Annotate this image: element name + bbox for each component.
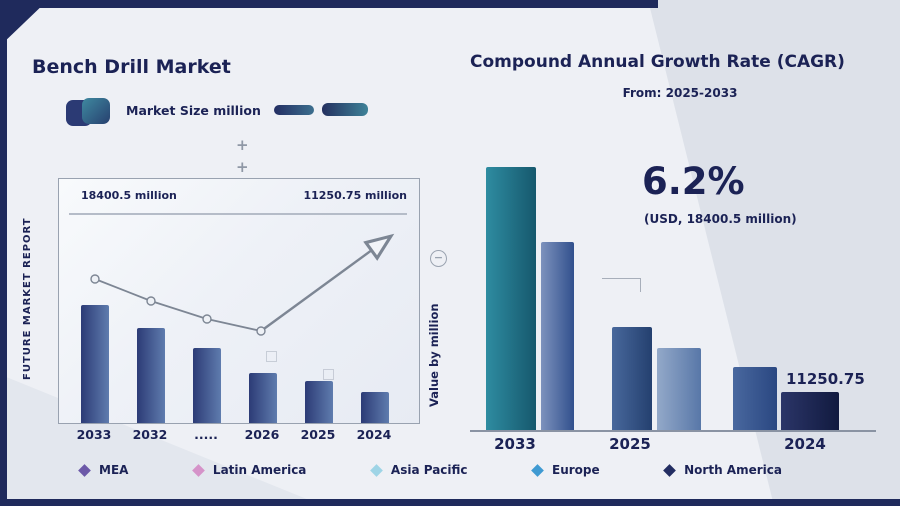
- x-axis-label: .....: [194, 427, 218, 442]
- cagr-bar: [657, 348, 701, 430]
- market-bar: [249, 373, 277, 423]
- side-watermark-label: FUTURE MARKET REPORT: [22, 217, 33, 381]
- value-2024-callout: 11250.75: [786, 370, 865, 388]
- y-axis-label: Value by million: [427, 303, 441, 407]
- cagr-x-labels: 2033 2025 2024: [470, 435, 880, 455]
- square-decor: [266, 351, 277, 362]
- legend-item: Latin America: [192, 463, 307, 477]
- panel-separator: [69, 213, 407, 215]
- page-title: Bench Drill Market: [32, 56, 231, 78]
- market-size-cylinder-icon: [66, 98, 116, 126]
- pill-decor-2: [322, 103, 368, 116]
- legend-label: Latin America: [212, 463, 307, 477]
- cagr-subtitle: From: 2025-2033: [622, 86, 738, 100]
- market-bars: [59, 179, 419, 423]
- x-axis-label: 2024: [356, 427, 392, 442]
- legend-diamond-icon: [192, 463, 205, 477]
- top-strip-decor: [30, 0, 658, 8]
- legend-diamond-icon: [531, 463, 544, 477]
- cagr-baseline: [470, 430, 876, 432]
- cagr-bar: [781, 392, 839, 430]
- cagr-x-label: 2033: [494, 435, 536, 453]
- plus-icon: +: [236, 158, 249, 176]
- pill-decor-1: [274, 105, 314, 115]
- market-bar: [305, 381, 333, 423]
- market-bar: [193, 348, 221, 423]
- cagr-bars: [470, 150, 880, 430]
- market-bar: [361, 392, 389, 423]
- legend-label: Europe: [552, 463, 600, 477]
- value-2024-label: 11250.75 million: [303, 189, 407, 202]
- legend-label: North America: [684, 463, 782, 477]
- legend-diamond-icon: [370, 463, 383, 477]
- x-axis-label: 2033: [76, 427, 112, 442]
- cagr-x-label: 2024: [784, 435, 826, 453]
- market-x-labels: 2033 2032..... 2026 2025 2024: [58, 427, 418, 445]
- plus-icon: +: [236, 136, 249, 154]
- cagr-bar: [541, 242, 574, 430]
- market-chart-panel: 18400.5 million 11250.75 million: [58, 178, 420, 424]
- cagr-note: (USD, 18400.5 million): [644, 212, 797, 226]
- cagr-percentage: 6.2%: [642, 160, 745, 203]
- legend-diamond-icon: [78, 463, 91, 477]
- square-decor: [323, 369, 334, 380]
- cylinder-front-shape: [82, 98, 110, 124]
- bottom-legend: MEA Latin America Asia Pacific Europe North …: [78, 463, 782, 477]
- legend-diamond-icon: [663, 463, 677, 477]
- cagr-x-label: 2025: [609, 435, 651, 453]
- cagr-bar: [612, 327, 652, 430]
- market-bar: [81, 305, 109, 423]
- minus-circle-icon: −: [430, 250, 447, 267]
- bottom-strip-decor: [0, 499, 900, 506]
- legend-label: MEA: [99, 463, 129, 477]
- legend-item: MEA: [78, 463, 129, 477]
- x-axis-label: 2032: [132, 427, 168, 442]
- legend-label: Asia Pacific: [390, 463, 468, 477]
- value-2033-label: 18400.5 million: [81, 189, 177, 202]
- x-axis-label: 2025: [300, 427, 336, 442]
- market-size-legend-label: Market Size million: [126, 103, 261, 118]
- cagr-title: Compound Annual Growth Rate (CAGR): [470, 52, 845, 72]
- bracket-decor: [602, 278, 641, 292]
- x-axis-label: 2026: [244, 427, 280, 442]
- cagr-bar: [486, 167, 536, 430]
- legend-item: Asia Pacific: [370, 463, 468, 477]
- left-strip-decor: [0, 22, 7, 506]
- legend-item: Europe: [531, 463, 600, 477]
- cagr-bar: [733, 367, 777, 430]
- legend-item: North America: [663, 463, 782, 477]
- market-bar: [137, 328, 165, 423]
